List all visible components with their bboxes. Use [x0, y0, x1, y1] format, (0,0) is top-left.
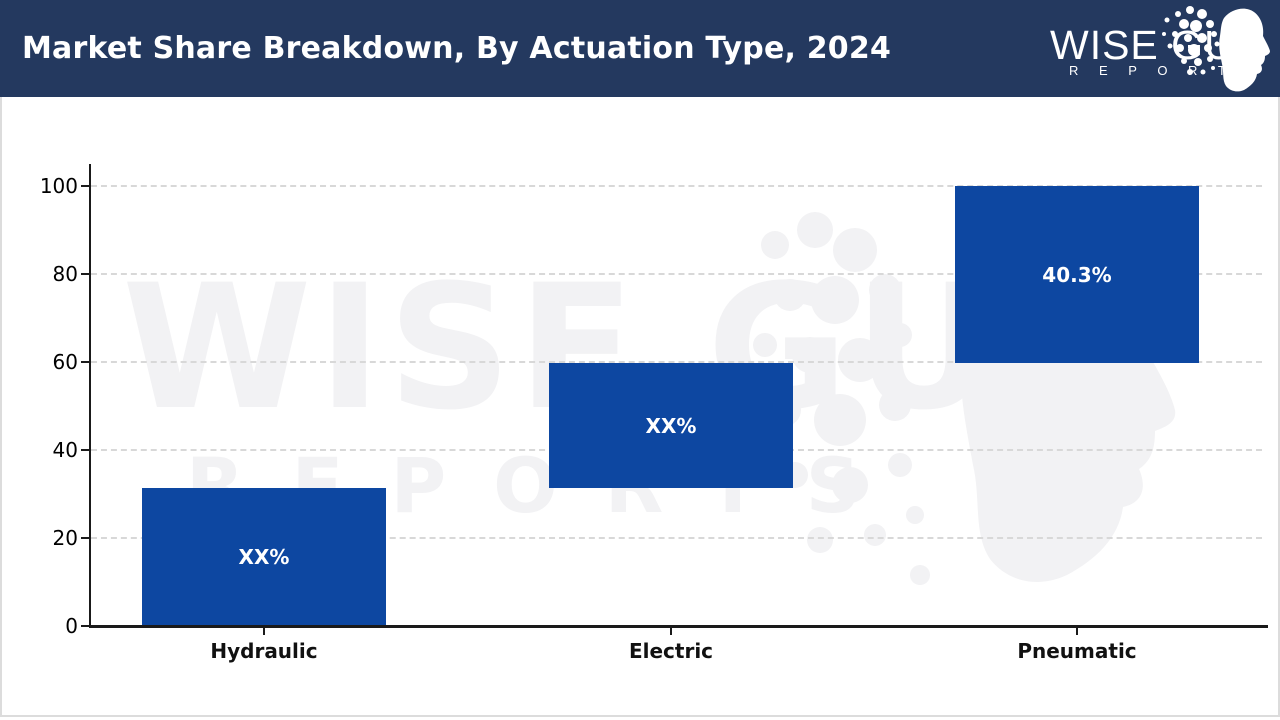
header-bar: Market Share Breakdown, By Actuation Typ… — [0, 0, 1280, 97]
waterfall-chart: 0 20 40 60 80 100 XX% Hydraulic XX% Electric 40.3%… — [0, 97, 1280, 717]
y-tick — [81, 361, 89, 363]
y-tick — [81, 537, 89, 539]
bar-value-label: 40.3% — [1042, 262, 1112, 287]
y-tick — [81, 449, 89, 451]
x-category-label: Hydraulic — [210, 639, 318, 663]
y-axis-line — [89, 164, 91, 628]
y-tick — [81, 185, 89, 187]
x-axis-line — [89, 625, 1268, 628]
y-tick-label: 40 — [52, 438, 78, 462]
logo-subtext: R E P O R T S — [1069, 63, 1264, 78]
wise-guy-logo: WISE GUY R E P O R T S — [1020, 0, 1270, 97]
bar-value-label: XX% — [645, 413, 697, 438]
y-tick-label: 60 — [52, 350, 78, 374]
bar-value-label: XX% — [238, 544, 290, 569]
y-tick-label: 100 — [39, 174, 78, 198]
y-tick-label: 0 — [65, 614, 78, 638]
gridline — [91, 185, 1262, 187]
bar-pneumatic: 40.3% — [955, 186, 1199, 364]
y-tick-label: 20 — [52, 526, 78, 550]
gridline — [91, 537, 1262, 539]
x-tick — [670, 628, 672, 635]
gridline — [91, 273, 1262, 275]
gridline — [91, 361, 1262, 363]
bar-electric: XX% — [549, 363, 793, 488]
logo-face-icon — [1162, 6, 1270, 92]
bar-hydraulic: XX% — [142, 487, 386, 626]
x-category-label: Pneumatic — [1017, 639, 1137, 663]
y-tick — [81, 625, 89, 627]
x-tick — [263, 628, 265, 635]
x-tick — [1076, 628, 1078, 635]
page-title: Market Share Breakdown, By Actuation Typ… — [22, 31, 892, 66]
y-tick-label: 80 — [52, 262, 78, 286]
y-tick — [81, 273, 89, 275]
x-category-label: Electric — [628, 639, 714, 663]
